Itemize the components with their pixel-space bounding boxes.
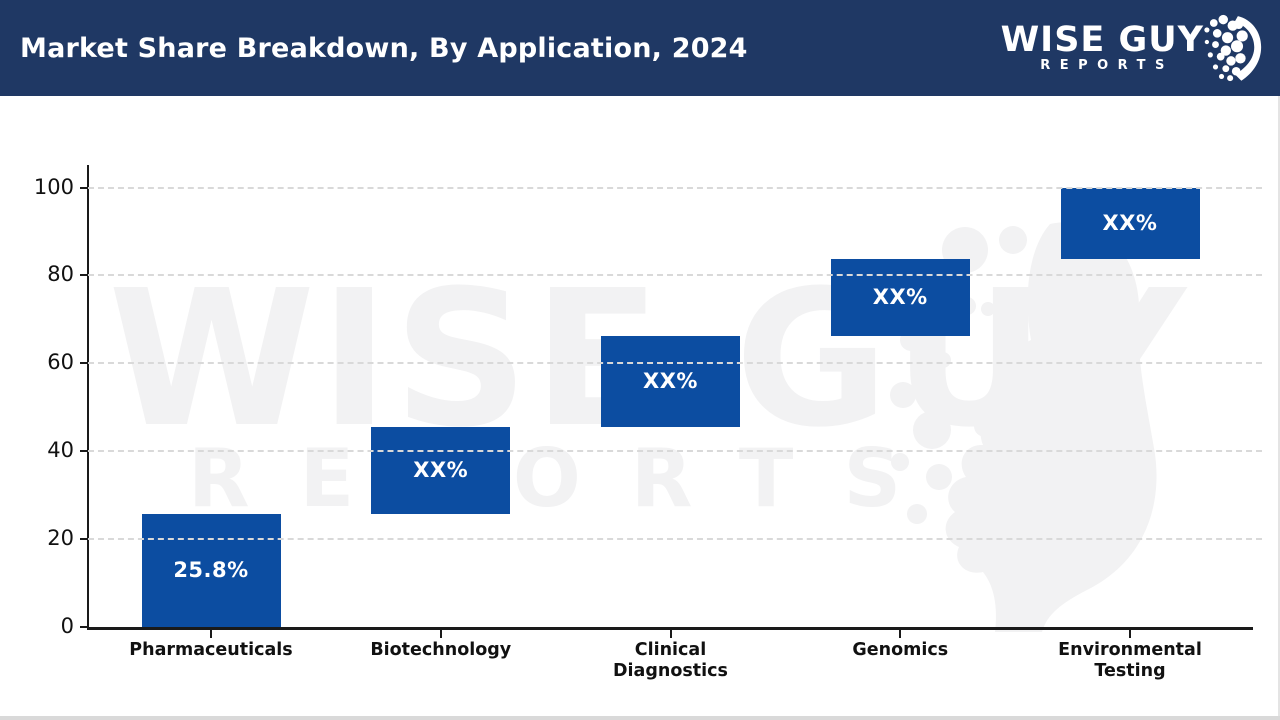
x-axis-category-label-line: Environmental	[1058, 640, 1202, 660]
bar-value-label: 25.8%	[173, 558, 249, 583]
footer-strip	[0, 716, 1280, 720]
y-axis-tick	[80, 274, 88, 277]
x-axis-category-label-line: Genomics	[852, 640, 949, 660]
y-axis-line	[87, 165, 89, 630]
x-axis-category-label-line: Biotechnology	[370, 640, 512, 660]
brand-subtitle: REPORTS	[1040, 58, 1174, 73]
y-axis-tick-label: 40	[47, 438, 74, 463]
x-axis-tick	[210, 629, 212, 638]
bar-value-label: XX%	[643, 369, 698, 394]
bar-value-label: XX%	[1102, 211, 1158, 236]
x-axis-tick	[1129, 629, 1131, 638]
x-axis-category-label-line: Diagnostics	[613, 661, 728, 681]
bar-segment: XX%	[371, 427, 511, 514]
y-axis-tick-label: 60	[47, 350, 74, 375]
brand-name: WISE GUY	[1000, 20, 1204, 60]
wise-guy-face-icon	[1204, 14, 1262, 82]
y-axis-tick	[80, 186, 88, 189]
y-axis-tick	[80, 538, 88, 541]
page-title: Market Share Breakdown, By Application, …	[20, 32, 748, 64]
bar-segment: XX%	[1060, 187, 1200, 259]
x-axis-line	[87, 627, 1253, 630]
x-axis-tick	[669, 629, 672, 638]
x-axis-tick	[899, 629, 902, 638]
x-axis-category-label-line: Clinical	[634, 640, 707, 660]
x-axis-category-label: Pharmaceuticals	[91, 640, 331, 661]
y-axis-tick	[80, 450, 88, 453]
y-axis-tick-label: 20	[47, 526, 74, 551]
x-axis-category-label: Environmental Testing	[1010, 640, 1250, 682]
x-axis-category-label: Genomics	[780, 640, 1020, 661]
x-axis-tick	[439, 629, 442, 638]
bar-value-label: XX%	[413, 458, 469, 483]
right-edge-divider	[1278, 96, 1280, 720]
brand-logo-text: WISE GUY REPORTS	[1001, 22, 1204, 74]
y-axis-tick-label: 80	[47, 262, 74, 287]
x-axis-category-label: Biotechnology	[321, 640, 561, 661]
bar-segment: XX%	[601, 335, 740, 428]
horizontal-gridline	[88, 274, 1262, 277]
horizontal-gridline	[88, 538, 1262, 541]
x-axis-category-label-line: Testing	[1094, 661, 1166, 681]
x-axis-category-label-line: Pharmaceuticals	[129, 640, 293, 660]
horizontal-gridline	[88, 362, 1262, 365]
y-axis-tick	[80, 626, 88, 628]
x-axis-category-label: Clinical Diagnostics	[551, 640, 791, 682]
bar-segment: XX%	[830, 258, 970, 336]
horizontal-gridline	[88, 450, 1262, 453]
horizontal-gridline	[88, 186, 1262, 189]
y-axis-tick	[80, 362, 88, 365]
bar-value-label: XX%	[872, 285, 928, 310]
bar-segment: 25.8%	[141, 513, 281, 627]
brand-logo: WISE GUY REPORTS	[1001, 10, 1262, 86]
y-axis-tick-label: 0	[60, 614, 74, 638]
y-axis-tick-label: 100	[33, 174, 74, 199]
header-bar: Market Share Breakdown, By Application, …	[0, 0, 1280, 96]
